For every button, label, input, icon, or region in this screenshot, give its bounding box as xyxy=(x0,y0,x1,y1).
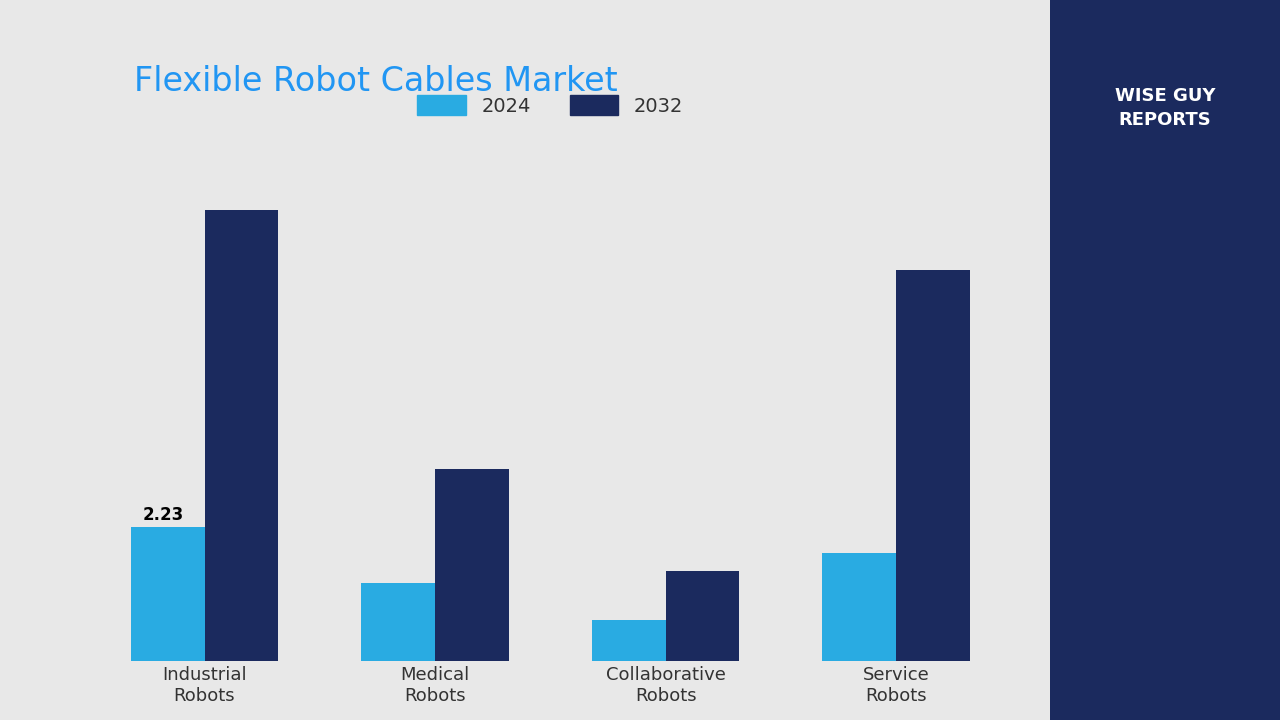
Bar xyxy=(896,270,970,662)
Bar xyxy=(205,210,278,662)
Text: WISE GUY
REPORTS: WISE GUY REPORTS xyxy=(1115,87,1215,129)
Text: 2.23: 2.23 xyxy=(142,506,183,524)
Bar xyxy=(666,571,740,662)
Bar xyxy=(591,621,666,662)
Text: Flexible Robot Cables Market: Flexible Robot Cables Market xyxy=(134,66,618,99)
Bar xyxy=(823,553,896,662)
Bar xyxy=(361,583,435,662)
Legend: 2024, 2032: 2024, 2032 xyxy=(408,86,692,125)
Bar xyxy=(435,469,509,662)
Bar xyxy=(131,527,205,662)
